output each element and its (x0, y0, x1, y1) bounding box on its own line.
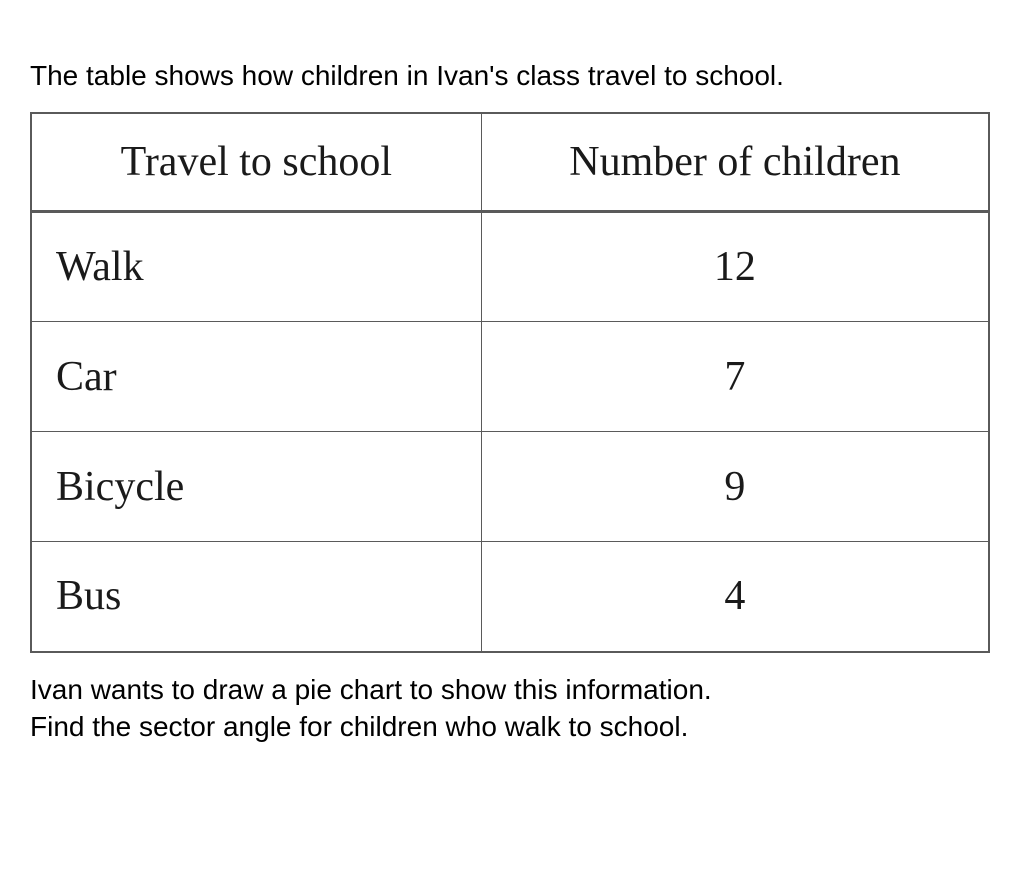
column-header-travel: Travel to school (31, 113, 481, 212)
table-row: Walk 12 (31, 212, 989, 322)
cell-value: 9 (481, 432, 989, 542)
cell-label: Bicycle (31, 432, 481, 542)
cell-label: Walk (31, 212, 481, 322)
cell-label: Car (31, 322, 481, 432)
table-row: Bus 4 (31, 542, 989, 652)
table-header-row: Travel to school Number of children (31, 113, 989, 212)
cell-label: Bus (31, 542, 481, 652)
cell-value: 7 (481, 322, 989, 432)
table-row: Car 7 (31, 322, 989, 432)
outro-line-2: Find the sector angle for children who w… (30, 711, 688, 742)
cell-value: 4 (481, 542, 989, 652)
outro-line-1: Ivan wants to draw a pie chart to show t… (30, 674, 712, 705)
travel-table: Travel to school Number of children Walk… (30, 112, 990, 653)
intro-paragraph: The table shows how children in Ivan's c… (30, 60, 994, 92)
table-row: Bicycle 9 (31, 432, 989, 542)
column-header-number: Number of children (481, 113, 989, 212)
outro-paragraph: Ivan wants to draw a pie chart to show t… (30, 671, 994, 747)
cell-value: 12 (481, 212, 989, 322)
